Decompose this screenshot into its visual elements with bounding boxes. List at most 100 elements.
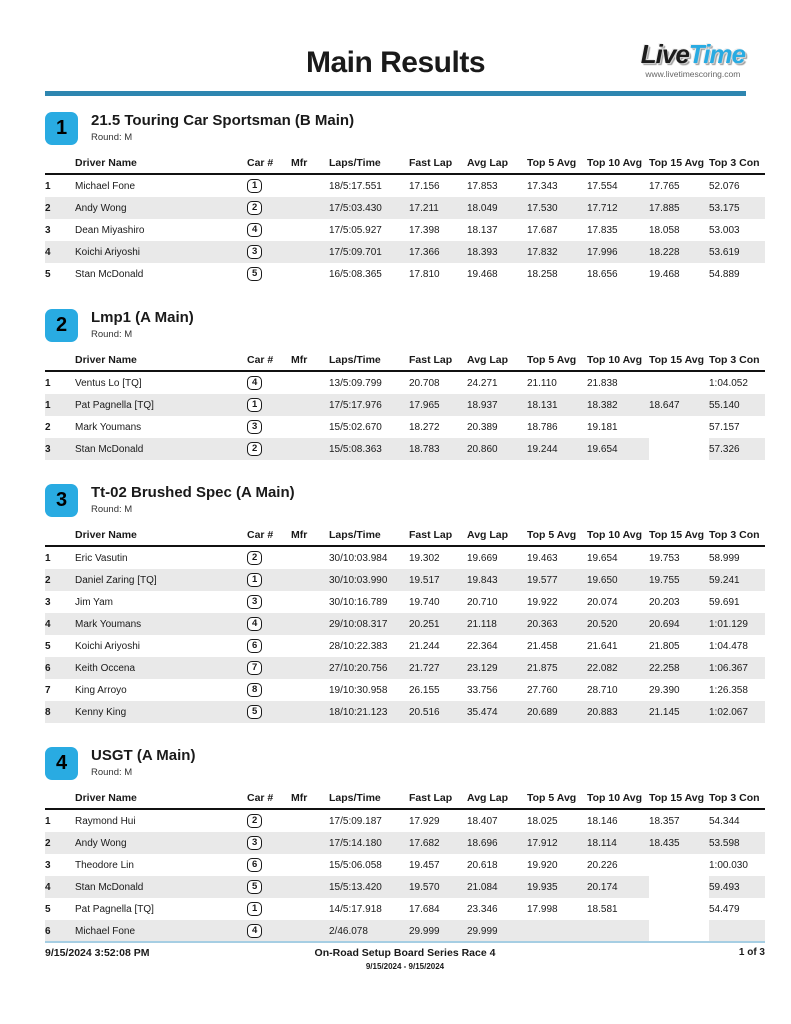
mfr-cell xyxy=(291,657,329,679)
top10-avg-cell: 17.996 xyxy=(587,241,649,263)
top10-avg-cell: 19.650 xyxy=(587,569,649,591)
position-cell: 5 xyxy=(45,268,51,280)
avg-lap-cell: 23.346 xyxy=(467,903,498,915)
top10-avg-cell: 17.554 xyxy=(587,180,618,192)
position-cell: 3 xyxy=(45,438,75,460)
top3-con-cell xyxy=(709,920,765,942)
driver-name-cell: Theodore Lin xyxy=(75,859,134,871)
laps-time-cell: 30/10:03.984 xyxy=(329,552,388,564)
laps-time-cell: 15/5:13.420 xyxy=(329,876,409,898)
section-number-badge: 1 xyxy=(45,112,78,145)
mfr-cell xyxy=(291,197,329,219)
laps-time-cell: 17/5:14.180 xyxy=(329,832,409,854)
footer-center: On-Road Setup Board Series Race 4 9/15/2… xyxy=(45,947,765,971)
fast-lap-cell: 21.244 xyxy=(409,640,440,652)
livetime-logo-text: LiveTime xyxy=(641,40,746,68)
result-row: 3 Dean Miyashiro 4 17/5:05.927 17.398 18.137 1… xyxy=(45,219,765,241)
top3-con-cell: 53.619 xyxy=(709,241,765,263)
column-header: Top 15 Avg xyxy=(649,790,709,810)
column-header: Fast Lap xyxy=(409,352,467,372)
result-row: 3 Stan McDonald 2 15/5:08.363 18.783 20.860 19… xyxy=(45,438,765,460)
car-cell: 2 xyxy=(247,438,291,460)
result-row: 2 Andy Wong 2 17/5:03.430 17.211 18.049 17.530… xyxy=(45,197,765,219)
results-table-head: Driver Name Car # Mfr Laps/Time Fast Lap Avg … xyxy=(45,790,765,810)
car-cell: 3 xyxy=(247,591,291,613)
car-cell: 6 xyxy=(247,635,291,657)
car-number-badge: 3 xyxy=(247,836,263,850)
mfr-cell xyxy=(291,613,329,635)
column-header: Fast Lap xyxy=(409,155,467,175)
car-number-badge: 8 xyxy=(247,683,263,697)
column-header: Car # xyxy=(247,527,291,547)
top15-avg-cell: 20.694 xyxy=(649,613,709,635)
driver-name-cell: Mark Youmans xyxy=(75,613,247,635)
section-title: Tt-02 Brushed Spec (A Main) xyxy=(91,484,295,501)
avg-lap-cell: 22.364 xyxy=(467,640,498,652)
position-cell: 1 xyxy=(45,180,51,192)
top10-avg-cell: 20.074 xyxy=(587,596,618,608)
laps-time-cell: 15/5:02.670 xyxy=(329,421,382,433)
results-table-body: 1 Eric Vasutin 2 30/10:03.984 19.302 19.669 19… xyxy=(45,546,765,723)
car-number-badge: 4 xyxy=(247,223,263,237)
laps-time-cell: 30/10:16.789 xyxy=(329,596,388,608)
top10-avg-cell: 17.712 xyxy=(587,197,649,219)
top5-avg-cell: 17.343 xyxy=(527,180,558,192)
top5-avg-cell: 18.786 xyxy=(527,421,558,433)
column-header: Driver Name xyxy=(75,352,247,372)
column-header: Fast Lap xyxy=(409,527,467,547)
top3-con-cell: 1:26.358 xyxy=(709,684,748,696)
avg-lap-cell: 23.129 xyxy=(467,657,527,679)
fast-lap-cell: 20.251 xyxy=(409,613,467,635)
column-header: Top 5 Avg xyxy=(527,155,587,175)
column-header-row: Driver Name Car # Mfr Laps/Time Fast Lap Avg … xyxy=(45,527,765,547)
top5-avg-cell: 18.131 xyxy=(527,394,587,416)
column-header: Top 10 Avg xyxy=(587,155,649,175)
top15-avg-cell xyxy=(649,920,709,942)
fast-lap-cell: 21.727 xyxy=(409,657,467,679)
car-cell: 3 xyxy=(247,416,291,438)
avg-lap-cell: 29.999 xyxy=(467,920,527,942)
car-cell: 3 xyxy=(247,832,291,854)
car-cell: 7 xyxy=(247,657,291,679)
column-header: Driver Name xyxy=(75,155,247,175)
position-cell: 1 xyxy=(45,394,75,416)
top5-avg-cell: 20.689 xyxy=(527,701,587,723)
avg-lap-cell: 19.669 xyxy=(467,552,498,564)
avg-lap-cell: 18.407 xyxy=(467,815,498,827)
result-row: 1 Ventus Lo [TQ] 4 13/5:09.799 20.708 24.271 2… xyxy=(45,371,765,394)
laps-time-cell: 17/5:05.927 xyxy=(329,224,382,236)
top3-con-cell: 54.344 xyxy=(709,815,740,827)
position-column-header xyxy=(45,790,75,810)
car-cell: 1 xyxy=(247,569,291,591)
column-header: Laps/Time xyxy=(329,352,409,372)
result-row: 5 Pat Pagnella [TQ] 1 14/5:17.918 17.684 23.3… xyxy=(45,898,765,920)
top10-avg-cell: 18.656 xyxy=(587,268,618,280)
top3-con-cell: 1:00.030 xyxy=(709,859,748,871)
laps-time-cell: 17/5:09.701 xyxy=(329,241,409,263)
section-title: 21.5 Touring Car Sportsman (B Main) xyxy=(91,112,355,129)
result-row: 5 Koichi Ariyoshi 6 28/10:22.383 21.244 22.36… xyxy=(45,635,765,657)
car-cell: 6 xyxy=(247,854,291,876)
top15-avg-cell: 19.468 xyxy=(649,268,680,280)
mfr-cell xyxy=(291,898,329,920)
result-row: 4 Koichi Ariyoshi 3 17/5:09.701 17.366 18.393… xyxy=(45,241,765,263)
mfr-cell xyxy=(291,635,329,657)
top15-avg-cell: 18.228 xyxy=(649,241,709,263)
top5-avg-cell: 17.912 xyxy=(527,832,587,854)
column-header: Car # xyxy=(247,790,291,810)
top3-con-cell: 59.691 xyxy=(709,596,740,608)
top15-avg-cell: 22.258 xyxy=(649,657,709,679)
top10-avg-cell: 20.226 xyxy=(587,859,618,871)
laps-time-cell: 17/5:09.187 xyxy=(329,815,382,827)
fast-lap-cell: 19.457 xyxy=(409,859,440,871)
mfr-cell xyxy=(291,701,329,723)
column-header: Laps/Time xyxy=(329,790,409,810)
result-row: 6 Keith Occena 7 27/10:20.756 21.727 23.129 21… xyxy=(45,657,765,679)
column-header: Top 10 Avg xyxy=(587,352,649,372)
column-header: Top 5 Avg xyxy=(527,790,587,810)
fast-lap-cell: 19.570 xyxy=(409,876,467,898)
top10-avg-cell: 17.835 xyxy=(587,224,618,236)
avg-lap-cell: 17.853 xyxy=(467,180,498,192)
top5-avg-cell: 21.875 xyxy=(527,657,587,679)
fast-lap-cell: 17.965 xyxy=(409,394,467,416)
